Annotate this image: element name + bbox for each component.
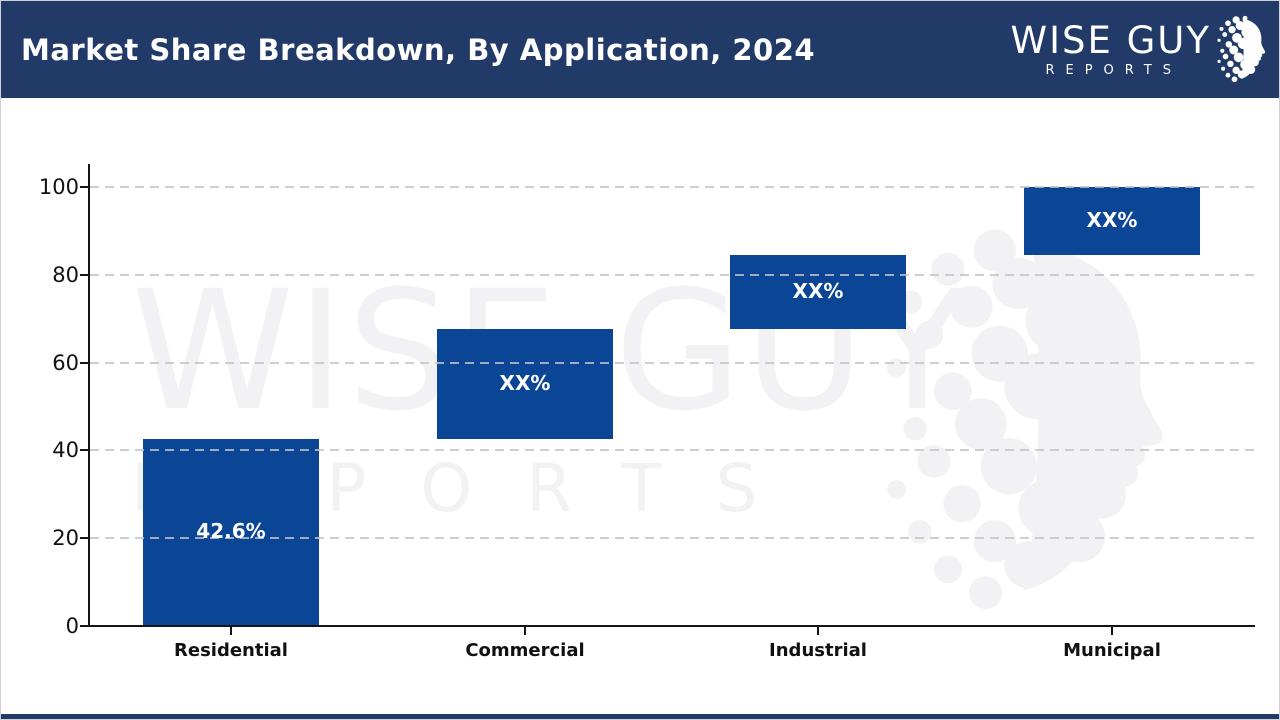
- y-tick-label: 80: [52, 262, 79, 287]
- gridline-40: [90, 449, 1254, 452]
- y-tick-0: [80, 625, 88, 627]
- y-tick-label: 20: [52, 526, 79, 551]
- x-tick-municipal: [1111, 627, 1113, 635]
- bar-residential: [143, 438, 319, 626]
- bar-value-label: XX%: [1086, 208, 1138, 233]
- x-category-label: Residential: [174, 640, 288, 661]
- bar-value-label: XX%: [499, 371, 551, 396]
- bar-value-label: 42.6%: [196, 519, 266, 544]
- footer-band: [1, 714, 1279, 719]
- bar-value-label: XX%: [792, 279, 844, 304]
- header-band: Market Share Breakdown, By Application, …: [1, 1, 1279, 98]
- y-tick-80: [80, 273, 88, 276]
- x-category-label: Commercial: [465, 640, 585, 661]
- y-tick-label: 100: [38, 175, 79, 199]
- y-tick-label: 60: [52, 350, 79, 375]
- x-category-label: Industrial: [769, 640, 867, 661]
- gridline-80: [90, 273, 1254, 276]
- x-axis-line: [88, 625, 1255, 627]
- x-tick-commercial: [524, 627, 526, 635]
- y-tick-label: 40: [52, 438, 79, 463]
- x-category-label: Municipal: [1063, 640, 1161, 661]
- y-tick-60: [80, 361, 88, 364]
- bar-commercial: [437, 329, 613, 439]
- gridline-60: [90, 361, 1254, 364]
- x-tick-industrial: [817, 627, 819, 635]
- y-tick-100: [80, 186, 88, 188]
- y-tick-20: [80, 537, 88, 540]
- chart-title: Market Share Breakdown, By Application, …: [21, 32, 816, 67]
- logo-subtitle: REPORTS: [1045, 62, 1183, 78]
- gridline-100: [90, 186, 1254, 188]
- logo-wordmark: WISE GUY: [1010, 18, 1211, 62]
- y-axis-line: [88, 164, 90, 627]
- y-tick-label: 0: [65, 614, 79, 638]
- bar-industrial: [730, 255, 906, 330]
- dotted-face-profile-icon: [1217, 15, 1266, 82]
- y-tick-40: [80, 449, 88, 452]
- x-tick-residential: [230, 627, 232, 635]
- watermark-dotted-face-profile-icon: [887, 227, 1163, 610]
- gridline-20: [90, 537, 1254, 540]
- wise-guy-reports-logo: WISE GUY REPORTS: [1011, 6, 1267, 93]
